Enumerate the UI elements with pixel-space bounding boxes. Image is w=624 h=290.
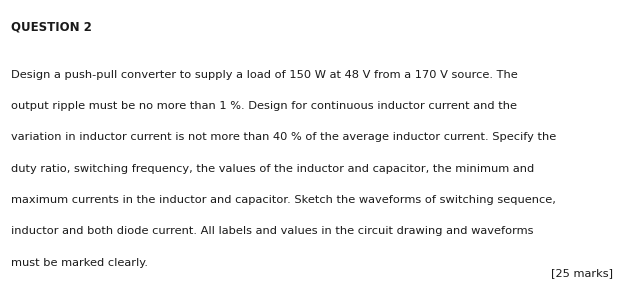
Text: Design a push-pull converter to supply a load of 150 W at 48 V from a 170 V sour: Design a push-pull converter to supply a… xyxy=(11,70,518,79)
Text: inductor and both diode current. All labels and values in the circuit drawing an: inductor and both diode current. All lab… xyxy=(11,226,534,236)
Text: maximum currents in the inductor and capacitor. Sketch the waveforms of switchin: maximum currents in the inductor and cap… xyxy=(11,195,556,205)
Text: output ripple must be no more than 1 %. Design for continuous inductor current a: output ripple must be no more than 1 %. … xyxy=(11,101,517,111)
Text: QUESTION 2: QUESTION 2 xyxy=(11,20,92,33)
Text: duty ratio, switching frequency, the values of the inductor and capacitor, the m: duty ratio, switching frequency, the val… xyxy=(11,164,535,173)
Text: must be marked clearly.: must be marked clearly. xyxy=(11,258,149,267)
Text: variation in inductor current is not more than 40 % of the average inductor curr: variation in inductor current is not mor… xyxy=(11,132,557,142)
Text: [25 marks]: [25 marks] xyxy=(551,269,613,278)
